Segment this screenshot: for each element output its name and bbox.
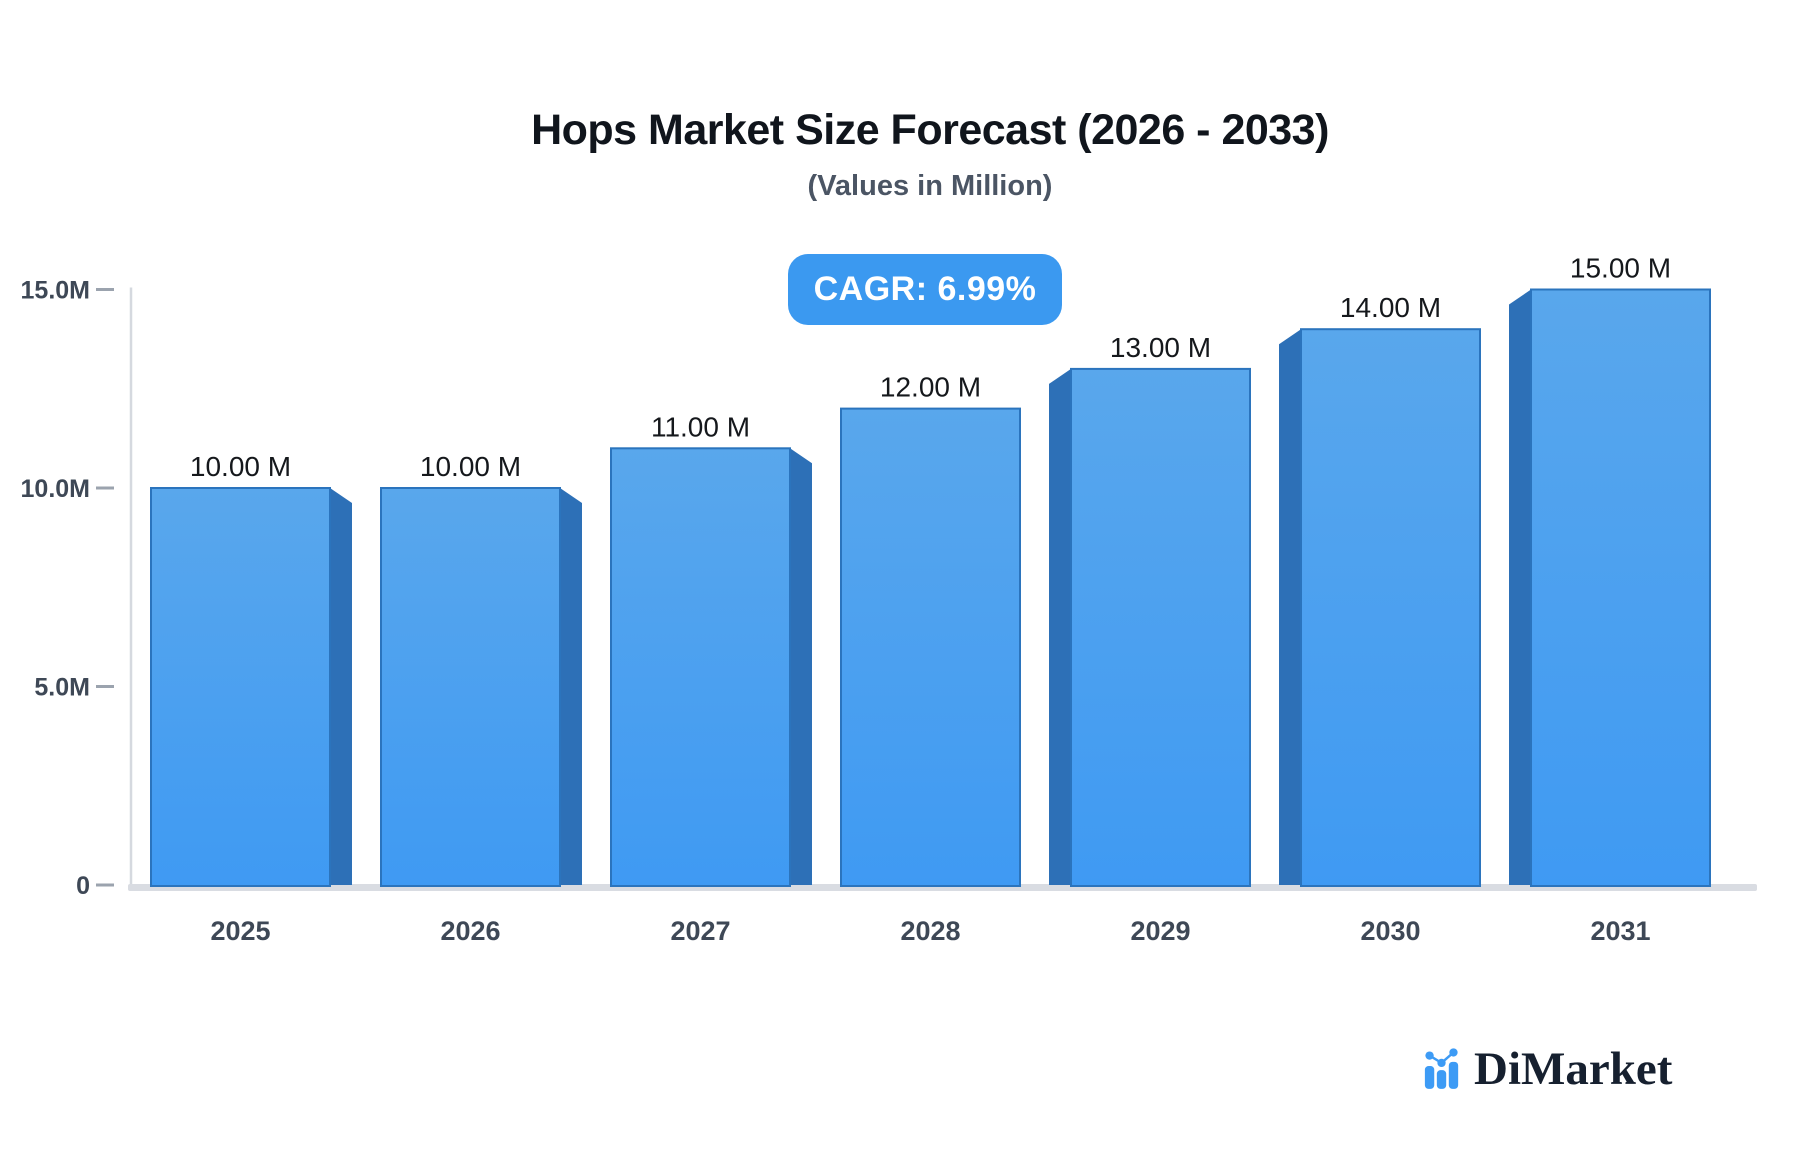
- bar-2029: [1070, 367, 1251, 887]
- x-axis-label: 2027: [670, 916, 730, 946]
- chart-title: Hops Market Size Forecast (2026 - 2033): [531, 106, 1329, 154]
- x-axis-label: 2030: [1360, 916, 1420, 946]
- bar-side-2031: [1509, 289, 1531, 885]
- bar-value-label: 10.00 M: [420, 451, 521, 482]
- bar-side-2026: [560, 488, 582, 885]
- logo-wordmark: DiMarket: [1474, 1043, 1673, 1095]
- y-axis-label: 10.0M: [21, 475, 90, 503]
- x-axis-label: 2029: [1130, 916, 1190, 946]
- bar-side-2030: [1279, 329, 1301, 885]
- x-axis-label: 2031: [1590, 916, 1650, 946]
- x-axis-label: 2028: [900, 916, 960, 946]
- x-axis-label: 2026: [440, 916, 500, 946]
- chart-subtitle: (Values in Million): [807, 170, 1053, 202]
- bar-side-2027: [790, 448, 812, 885]
- bar-2025: [150, 487, 331, 887]
- bar-2030: [1300, 328, 1481, 887]
- y-axis-label: 15.0M: [21, 277, 90, 305]
- y-axis-label: 5.0M: [34, 674, 90, 702]
- chart-header: Hops Market Size Forecast (2026 - 2033) …: [0, 106, 1800, 203]
- bar-side-2025: [330, 488, 352, 885]
- bar-value-label: 11.00 M: [651, 411, 750, 442]
- bar-2028: [840, 407, 1021, 887]
- cagr-badge: CAGR: 6.99%: [788, 254, 1062, 325]
- bar-value-label: 10.00 M: [190, 451, 291, 482]
- y-axis-label: 0: [76, 872, 90, 900]
- bar-side-2029: [1049, 368, 1071, 885]
- x-axis-label: 2025: [210, 916, 270, 946]
- logo-bar-chart-icon: [1424, 1048, 1459, 1089]
- bar-value-label: 13.00 M: [1110, 332, 1211, 363]
- brand-logo: DiMarket: [1420, 1040, 1672, 1094]
- bar-value-label: 12.00 M: [880, 372, 981, 403]
- bar-2031: [1530, 288, 1711, 887]
- bar-2027: [610, 447, 791, 887]
- bar-value-label: 15.00 M: [1570, 253, 1671, 284]
- bar-2026: [380, 487, 561, 887]
- bar-value-label: 14.00 M: [1340, 292, 1441, 323]
